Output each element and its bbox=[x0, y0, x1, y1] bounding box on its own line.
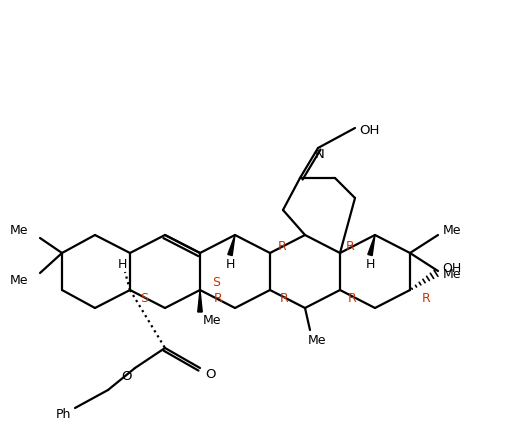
Text: O: O bbox=[205, 368, 215, 381]
Text: R: R bbox=[280, 291, 288, 305]
Text: S: S bbox=[212, 275, 220, 288]
Text: R: R bbox=[214, 291, 222, 305]
Polygon shape bbox=[368, 235, 375, 256]
Text: S: S bbox=[140, 291, 148, 305]
Text: R: R bbox=[346, 241, 354, 254]
Text: Ph: Ph bbox=[55, 408, 71, 420]
Text: Me: Me bbox=[308, 333, 326, 347]
Text: Me: Me bbox=[203, 314, 221, 326]
Text: H: H bbox=[366, 259, 375, 272]
Text: OH: OH bbox=[359, 124, 379, 136]
Text: R: R bbox=[278, 241, 286, 254]
Text: R: R bbox=[347, 291, 356, 305]
Polygon shape bbox=[228, 235, 235, 256]
Text: N: N bbox=[315, 148, 325, 160]
Text: Me: Me bbox=[443, 269, 461, 281]
Text: O: O bbox=[121, 369, 132, 383]
Text: H: H bbox=[225, 259, 235, 272]
Text: H: H bbox=[117, 257, 127, 271]
Text: OH: OH bbox=[443, 262, 462, 275]
Text: Me: Me bbox=[9, 224, 28, 236]
Text: R: R bbox=[422, 291, 430, 305]
Text: Me: Me bbox=[443, 224, 461, 238]
Text: Me: Me bbox=[9, 274, 28, 287]
Polygon shape bbox=[197, 290, 202, 312]
